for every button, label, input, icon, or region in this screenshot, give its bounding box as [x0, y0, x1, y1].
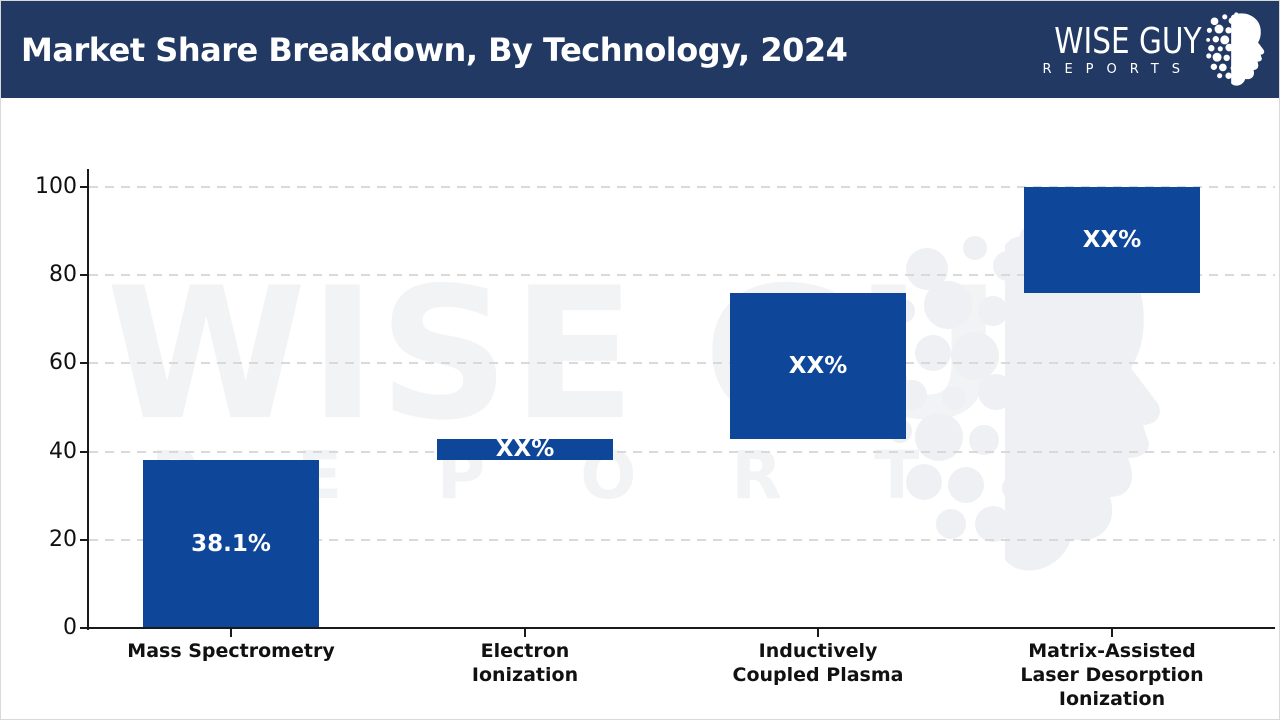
gridline-60: [89, 362, 1275, 365]
y-tick-label: 100: [35, 174, 77, 199]
bar-matrix-assisted-laser-desorption-ionization: XX%: [1024, 187, 1200, 293]
bar-mass-spectrometry: 38.1%: [143, 459, 319, 628]
gridline-40: [89, 450, 1275, 453]
x-tick-mark: [524, 628, 526, 637]
bar-value-label: XX%: [1082, 226, 1142, 253]
y-tick-label: 40: [49, 438, 77, 464]
header-bar: Market Share Breakdown, By Technology, 2…: [1, 1, 1279, 98]
x-tick-label-electron-ionization: Electron Ionization: [471, 640, 579, 686]
y-tick-mark: [80, 538, 89, 541]
wise-guy-logo: WISE GUY REPORTS: [1022, 11, 1268, 88]
x-tick-mark: [230, 628, 232, 637]
page-title: Market Share Breakdown, By Technology, 2…: [21, 30, 848, 69]
x-tick-mark: [817, 628, 819, 637]
y-tick-mark: [80, 274, 89, 277]
y-tick-label: 60: [49, 350, 77, 376]
gridline-20: [89, 538, 1275, 541]
y-tick-mark: [80, 627, 89, 629]
y-axis-line: [87, 169, 89, 630]
x-tick-mark: [1111, 628, 1113, 637]
gridline-80: [89, 274, 1275, 277]
y-tick-mark: [80, 362, 89, 365]
bar-electron-ionization: XX%: [437, 436, 613, 463]
bar-inductively-coupled-plasma: XX%: [730, 292, 906, 439]
watermark-head-icon: [888, 227, 1160, 571]
logo-reports-label: REPORTS: [1042, 61, 1194, 77]
logo-wiseguy-label: WISE GUY: [1053, 20, 1201, 62]
y-tick-label: 0: [63, 615, 77, 640]
bar-value-label: XX%: [495, 436, 555, 463]
bar-value-label: XX%: [788, 352, 848, 379]
x-axis-line: [87, 627, 1275, 629]
bar-value-label: 38.1%: [191, 530, 271, 557]
gridline-100: [89, 186, 1275, 188]
y-tick-label: 80: [49, 262, 77, 288]
y-tick-mark: [80, 186, 89, 188]
y-tick-label: 20: [49, 526, 77, 552]
logo-head-icon: [1206, 12, 1265, 86]
x-tick-label-mass-spectrometry: Mass Spectrometry: [127, 640, 335, 662]
x-tick-label-inductively-coupled-plasma: Inductively Coupled Plasma: [732, 640, 904, 686]
x-tick-label-matrix-assisted-laser-desorption-ionization: Matrix-Assisted Laser Desorption Ionizat…: [1020, 640, 1204, 710]
logo-text: WISE GUY REPORTS: [1022, 20, 1201, 78]
y-tick-mark: [80, 450, 89, 453]
